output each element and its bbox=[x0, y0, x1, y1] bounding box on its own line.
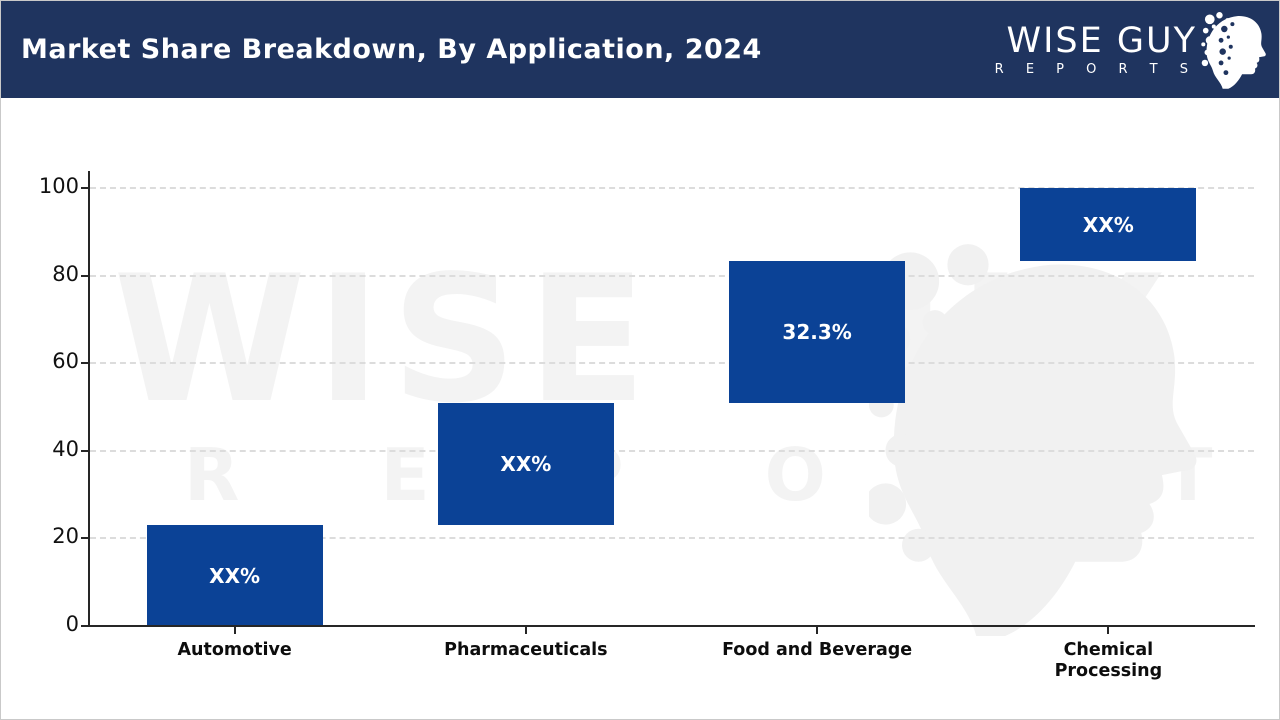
y-tick-label-80: 80 bbox=[52, 261, 79, 286]
wise-guy-logo: WISE GUY R E P O R T S bbox=[995, 8, 1279, 92]
bar-value-label-food-and-beverage: 32.3% bbox=[782, 319, 852, 344]
bar-value-label-pharmaceuticals: XX% bbox=[500, 451, 552, 476]
y-tick-label-0: 0 bbox=[65, 612, 79, 636]
gridline-20 bbox=[90, 537, 1254, 540]
y-tick-label-40: 40 bbox=[52, 436, 79, 461]
x-category-label-chemical-processing: Chemical Processing bbox=[1054, 640, 1163, 681]
y-tick-mark-0 bbox=[81, 625, 88, 627]
bar-pharmaceuticals: XX% bbox=[437, 402, 614, 526]
logo-subtitle: R E P O R T S bbox=[994, 61, 1197, 77]
logo-text: WISE GUY R E P O R T S bbox=[995, 23, 1197, 77]
gridline-40 bbox=[90, 449, 1254, 452]
gridline-60 bbox=[90, 362, 1254, 365]
y-tick-label-20: 20 bbox=[52, 524, 79, 549]
x-category-label-automotive: Automotive bbox=[177, 640, 292, 660]
y-tick-mark-40 bbox=[81, 449, 88, 452]
bar-value-label-chemical-processing: XX% bbox=[1082, 212, 1134, 237]
x-category-label-pharmaceuticals: Pharmaceuticals bbox=[444, 640, 608, 660]
y-axis-line bbox=[88, 171, 90, 627]
header: Market Share Breakdown, By Application, … bbox=[1, 1, 1279, 98]
bar-food-and-beverage: 32.3% bbox=[729, 261, 906, 403]
x-tick-mark-chemical-processing bbox=[1107, 627, 1110, 634]
gridline-80 bbox=[90, 274, 1254, 277]
y-tick-label-100: 100 bbox=[38, 174, 79, 198]
y-tick-mark-80 bbox=[81, 274, 88, 277]
y-tick-mark-20 bbox=[81, 537, 88, 540]
x-axis-line bbox=[88, 625, 1255, 627]
x-tick-mark-automotive bbox=[233, 627, 236, 634]
x-category-label-food-and-beverage: Food and Beverage bbox=[722, 640, 913, 660]
bar-value-label-automotive: XX% bbox=[209, 563, 261, 588]
watermark-head-icon bbox=[869, 244, 1197, 636]
logo-head-icon bbox=[1201, 11, 1266, 89]
x-tick-mark-pharmaceuticals bbox=[524, 627, 527, 634]
y-tick-mark-100 bbox=[81, 187, 88, 189]
page-title: Market Share Breakdown, By Application, … bbox=[21, 34, 762, 65]
x-tick-mark-food-and-beverage bbox=[816, 627, 819, 634]
bar-chemical-processing: XX% bbox=[1020, 188, 1197, 262]
bar-automotive: XX% bbox=[146, 525, 323, 626]
y-tick-mark-60 bbox=[81, 362, 88, 365]
logo-wordmark: WISE GUY bbox=[1006, 20, 1197, 61]
gridline-100 bbox=[90, 187, 1254, 189]
y-tick-label-60: 60 bbox=[52, 349, 79, 374]
